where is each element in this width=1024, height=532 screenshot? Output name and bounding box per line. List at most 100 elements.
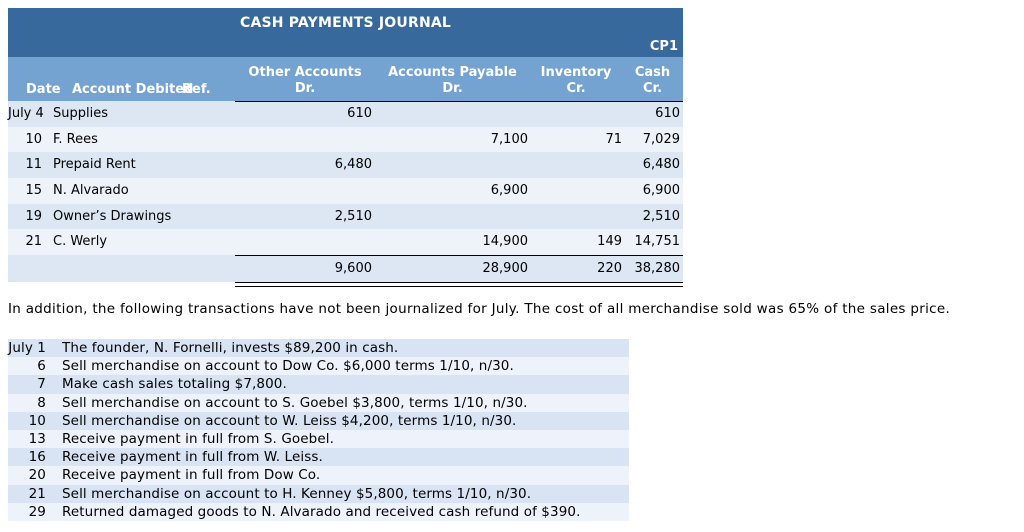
cell-cash-cr: 14,751 [634, 234, 681, 250]
transaction-row: 10 Sell merchandise on account to W. Lei… [8, 411, 629, 430]
col-header-inv-line1: Inventory [540, 65, 612, 80]
journal-page-ref: CP1 [649, 39, 678, 54]
transaction-description: Make cash sales totaling $7,800. [62, 376, 287, 393]
col-header-other-line2: Dr. [294, 81, 316, 96]
journal-title: CASH PAYMENTS JOURNAL [239, 15, 452, 31]
transaction-description: Receive payment in full from Dow Co. [62, 467, 321, 484]
cell-ref [172, 127, 235, 153]
cell-accounts-payable-dr [375, 152, 530, 178]
transaction-date: July 1 [8, 340, 46, 356]
cell-inventory-cr: 149 [597, 234, 622, 250]
cell-inventory-cr: 71 [605, 131, 622, 147]
cell-inventory-cr [530, 204, 622, 230]
transaction-date: 7 [37, 376, 46, 393]
col-header-account: Account Debited [72, 82, 194, 97]
col-header-inv-line2: Cr. [566, 81, 586, 96]
cell-account: Owner’s Drawings [53, 208, 172, 224]
col-header-other-accounts-dr: Other Accounts Dr. [235, 65, 375, 97]
double-ruling-line-under-totals [235, 282, 683, 287]
cell-accounts-payable-dr: 6,900 [490, 183, 528, 199]
cell-ref [172, 152, 235, 178]
col-header-inventory-cr: Inventory Cr. [530, 65, 622, 97]
cell-cash-cr: 2,510 [642, 208, 680, 224]
col-header-ref: Ref. [182, 82, 211, 97]
transaction-date: 21 [28, 485, 46, 502]
transaction-description: Sell merchandise on account to H. Kenney… [62, 485, 532, 502]
journal-totals-row: 9,600 28,900 220 38,280 [8, 255, 683, 283]
col-header-cash-line1: Cash [634, 65, 671, 80]
col-header-cash-cr: Cash Cr. [622, 65, 683, 97]
cell-cash-cr: 610 [655, 106, 680, 121]
cell-account [52, 255, 172, 282]
cash-payments-journal-table: CASH PAYMENTS JOURNAL CP1 Date Account D… [8, 8, 683, 287]
transaction-row: 16 Receive payment in full from W. Leiss… [8, 448, 629, 467]
transaction-date: 10 [28, 412, 46, 429]
journal-header: CASH PAYMENTS JOURNAL CP1 [8, 8, 683, 57]
transaction-row: 29 Returned damaged goods to N. Alvarado… [8, 502, 629, 521]
cell-date [8, 255, 52, 282]
cell-other-accounts-dr: 2,510 [334, 208, 372, 224]
journal-row: 15 N. Alvarado 6,900 6,900 [8, 178, 683, 204]
cell-accounts-payable-dr [375, 101, 530, 127]
cell-ref [172, 178, 235, 204]
cell-date: 21 [25, 234, 42, 250]
transaction-date: 29 [28, 503, 46, 520]
transaction-description: Sell merchandise on account to S. Goebel… [62, 394, 528, 411]
transaction-date: 13 [28, 430, 46, 447]
cell-other-accounts-dr: 610 [347, 106, 372, 121]
journal-row: July 4 Supplies 610 610 [8, 101, 683, 127]
ruling-line-above-totals [235, 255, 683, 256]
col-header-cash-line2: Cr. [642, 81, 663, 96]
cell-account: F. Rees [53, 131, 98, 147]
cell-cash-cr: 6,480 [642, 157, 680, 173]
transaction-row: July 1 The founder, N. Fornelli, invests… [8, 339, 629, 358]
journal-row: 10 F. Rees 7,100 71 7,029 [8, 126, 683, 153]
cell-account: C. Werly [53, 234, 108, 250]
cell-account: Supplies [53, 106, 108, 121]
transaction-date: 6 [37, 358, 46, 375]
cell-account: N. Alvarado [53, 183, 129, 199]
cell-cash-cr: 7,029 [642, 131, 680, 147]
transaction-row: 6 Sell merchandise on account to Dow Co.… [8, 357, 629, 376]
transaction-row: 8 Sell merchandise on account to S. Goeb… [8, 393, 629, 412]
col-header-accounts-payable-dr: Accounts Payable Dr. [375, 65, 530, 97]
cell-other-accounts-dr: 6,480 [334, 157, 372, 173]
total-accounts-payable-dr: 28,900 [482, 261, 529, 277]
col-header-ap-line1: Accounts Payable [388, 65, 517, 80]
col-header-date: Date [26, 82, 61, 97]
cell-date: July 4 [8, 106, 44, 121]
cell-ref [172, 229, 235, 255]
cell-accounts-payable-dr: 7,100 [490, 131, 528, 147]
cell-cash-cr: 6,900 [642, 183, 680, 199]
cell-accounts-payable-dr: 14,900 [482, 234, 529, 250]
transaction-row: 20 Receive payment in full from Dow Co. [8, 466, 629, 485]
journal-column-headers: Date Account Debited Ref. Other Accounts… [8, 57, 683, 101]
transaction-row: 13 Receive payment in full from S. Goebe… [8, 429, 629, 449]
cell-other-accounts-dr [235, 127, 375, 153]
transaction-date: 16 [28, 449, 46, 466]
cell-account: Prepaid Rent [53, 157, 136, 173]
cell-date: 19 [25, 208, 42, 224]
journal-row: 21 C. Werly 14,900 149 14,751 [8, 229, 683, 256]
journal-row: 11 Prepaid Rent 6,480 6,480 [8, 152, 683, 179]
transaction-description: Receive payment in full from S. Goebel. [62, 430, 334, 447]
transaction-description: The founder, N. Fornelli, invests $89,20… [62, 340, 399, 356]
cell-other-accounts-dr [235, 229, 375, 255]
cell-ref [172, 255, 235, 282]
cell-ref [172, 101, 235, 127]
cell-ref [172, 204, 235, 230]
ruling-line-under-headers [235, 101, 683, 102]
cell-inventory-cr [530, 152, 622, 178]
cell-date: 10 [25, 131, 42, 147]
col-header-other-line1: Other Accounts [248, 65, 362, 80]
cell-inventory-cr [530, 101, 622, 127]
cell-accounts-payable-dr [375, 204, 530, 230]
col-header-ap-line2: Dr. [442, 81, 463, 96]
transaction-description: Returned damaged goods to N. Alvarado an… [62, 503, 581, 520]
transaction-row: 7 Make cash sales totaling $7,800. [8, 375, 629, 394]
transaction-date: 8 [37, 394, 46, 411]
total-inventory-cr: 220 [597, 261, 622, 277]
transaction-description: Receive payment in full from W. Leiss. [62, 449, 323, 466]
transaction-row: 21 Sell merchandise on account to H. Ken… [8, 484, 629, 503]
